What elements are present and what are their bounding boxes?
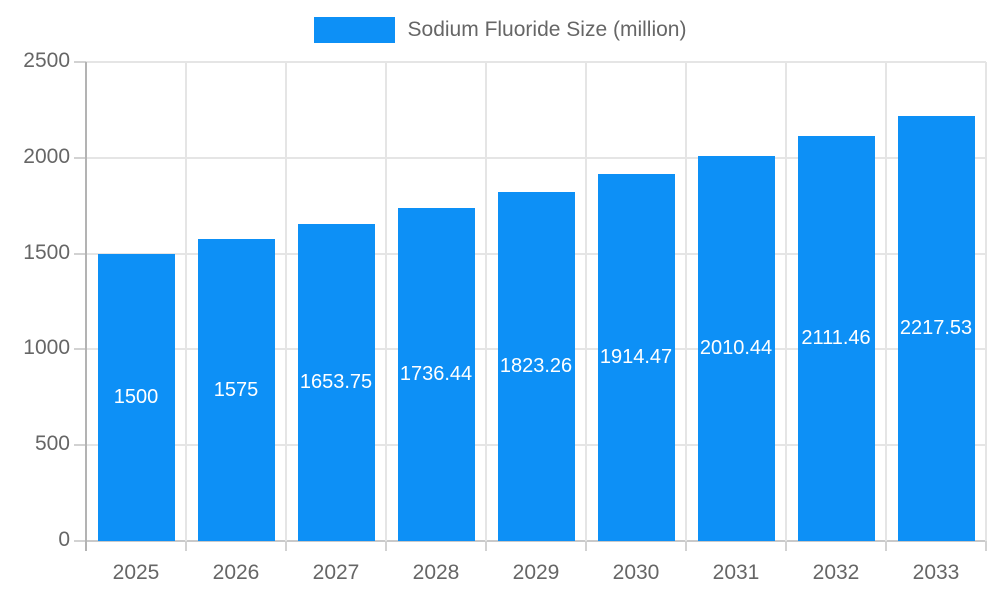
y-axis-line	[85, 62, 87, 551]
bar-2026[interactable]: 1575	[197, 239, 275, 541]
gridline-v-5	[585, 62, 587, 541]
bar-2025[interactable]: 1500	[97, 253, 175, 541]
legend-label: Sodium Fluoride Size (million)	[407, 18, 687, 41]
bar-2033[interactable]: 2217.53	[897, 116, 975, 541]
x-tick-6	[685, 541, 687, 551]
x-tick-8	[885, 541, 887, 551]
x-tick-3	[385, 541, 387, 551]
x-tick-label-2027: 2027	[312, 561, 360, 584]
bar-2027[interactable]: 1653.75	[297, 224, 375, 541]
x-tick-label-2033: 2033	[912, 561, 960, 584]
bar-value-label-2031: 2010.44	[699, 336, 773, 359]
bar-value-label-2027: 1653.75	[299, 371, 373, 394]
x-tick-label-2028: 2028	[412, 561, 460, 584]
x-tick-7	[785, 541, 787, 551]
bar-2031[interactable]: 2010.44	[697, 155, 775, 541]
bar-2028[interactable]: 1736.44	[397, 208, 475, 541]
bar-value-label-2029: 1823.26	[499, 354, 573, 377]
y-tick-label-2500: 2500	[23, 49, 70, 72]
bar-value-label-2033: 2217.53	[899, 317, 973, 340]
gridline-v-6	[685, 62, 687, 541]
x-tick-label-2029: 2029	[512, 561, 560, 584]
x-tick-2	[285, 541, 287, 551]
x-tick-label-2026: 2026	[212, 561, 260, 584]
bar-value-label-2030: 1914.47	[599, 346, 673, 369]
bar-2029[interactable]: 1823.26	[497, 191, 575, 541]
gridline-v-3	[385, 62, 387, 541]
y-tick-label-0: 0	[58, 528, 70, 551]
bar-value-label-2032: 2111.46	[801, 327, 871, 350]
x-tick-5	[585, 541, 587, 551]
x-tick-label-2031: 2031	[712, 561, 760, 584]
y-tick-0	[74, 540, 86, 542]
bar-2032[interactable]: 2111.46	[797, 136, 875, 541]
y-tick-1500	[74, 252, 86, 255]
gridline-h-2000	[86, 156, 986, 159]
y-tick-label-500: 500	[34, 432, 70, 456]
gridline-v-7	[785, 62, 787, 541]
y-tick-2000	[74, 156, 86, 159]
gridline-h-0	[86, 540, 986, 542]
x-tick-label-2030: 2030	[612, 561, 660, 584]
gridline-v-4	[485, 62, 487, 541]
legend[interactable]: Sodium Fluoride Size (million)	[0, 17, 1000, 43]
gridline-v-1	[185, 62, 187, 541]
x-tick-1	[185, 541, 187, 551]
gridline-v-2	[285, 62, 287, 541]
y-tick-label-1500: 1500	[23, 240, 70, 264]
y-tick-2500	[74, 61, 86, 63]
gridline-h-2500	[86, 61, 986, 63]
bar-2030[interactable]: 1914.47	[597, 174, 675, 541]
legend-swatch	[313, 17, 395, 43]
y-tick-500	[74, 444, 86, 447]
bar-value-label-2028: 1736.44	[399, 363, 473, 386]
x-tick-4	[485, 541, 487, 551]
gridline-v-9	[985, 62, 987, 541]
bar-value-label-2026: 1575	[213, 378, 259, 401]
x-tick-label-2032: 2032	[812, 561, 860, 584]
x-tick-label-2025: 2025	[112, 561, 160, 584]
bar-value-label-2025: 1500	[113, 385, 159, 408]
gridline-v-8	[885, 62, 887, 541]
y-tick-label-2000: 2000	[23, 144, 70, 168]
y-tick-1000	[74, 348, 86, 351]
y-tick-label-1000: 1000	[23, 336, 70, 360]
x-tick-9	[985, 541, 987, 551]
